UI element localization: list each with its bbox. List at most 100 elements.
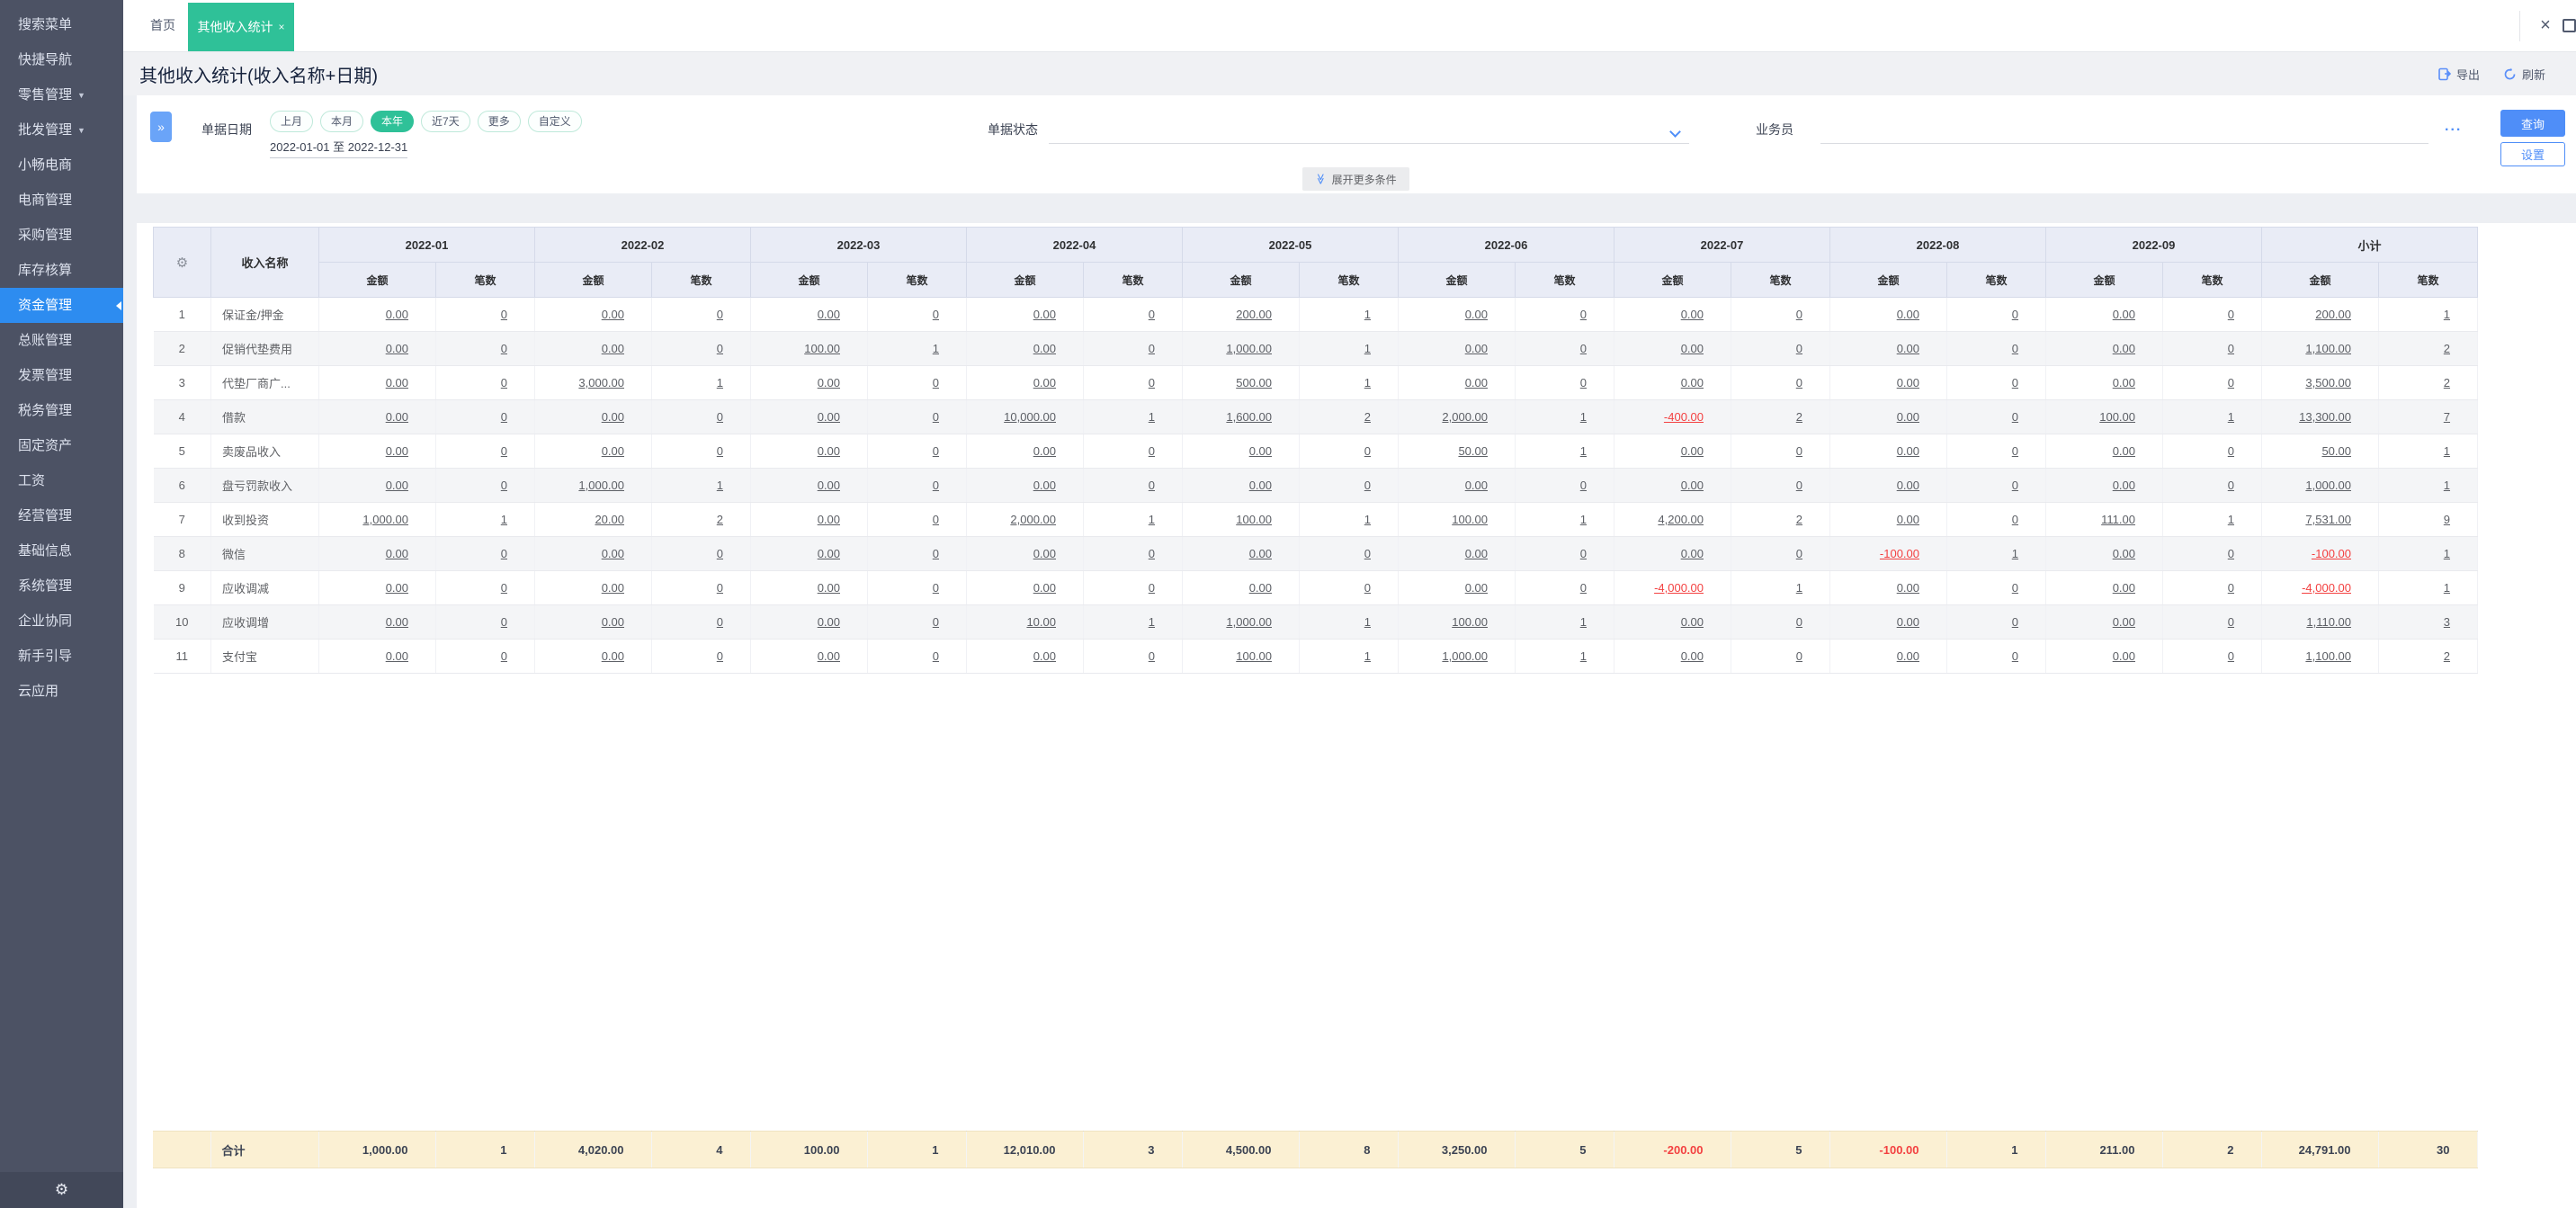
value-link[interactable]: 0 (2227, 649, 2234, 663)
value-link[interactable]: 0.00 (817, 307, 840, 321)
value-link[interactable]: 1 (2227, 409, 2234, 424)
value-link[interactable]: 0 (500, 307, 507, 321)
value-link[interactable]: 2 (1795, 409, 1802, 424)
value-link[interactable]: 0 (1579, 307, 1587, 321)
value-link[interactable]: 0 (2227, 307, 2234, 321)
value-link[interactable]: 0.00 (1680, 614, 1704, 629)
sidebar-settings-button[interactable]: ⚙ (0, 1172, 123, 1208)
value-link[interactable]: 0 (932, 443, 939, 458)
value-link[interactable]: 50.00 (2321, 443, 2351, 458)
value-link[interactable]: 0 (2227, 375, 2234, 389)
date-pill-近7天[interactable]: 近7天 (421, 111, 470, 132)
value-link[interactable]: 0 (500, 649, 507, 663)
value-link[interactable]: 0 (1579, 478, 1587, 492)
value-link[interactable]: 0.00 (1464, 375, 1488, 389)
value-link[interactable]: 0.00 (1680, 341, 1704, 355)
value-link[interactable]: 0 (1579, 341, 1587, 355)
value-link[interactable]: 0.00 (2112, 478, 2135, 492)
value-link[interactable]: 0.00 (1033, 546, 1056, 560)
value-link[interactable]: 1,100.00 (2305, 649, 2351, 663)
value-link[interactable]: 100.00 (2099, 409, 2135, 424)
value-link[interactable]: 1,000.00 (1442, 649, 1488, 663)
expand-more-conditions-button[interactable]: ≫ 展开更多条件 (1302, 167, 1409, 191)
value-link[interactable]: 0 (2011, 307, 2018, 321)
value-link[interactable]: 0 (932, 546, 939, 560)
value-link[interactable]: 1 (1364, 512, 1371, 526)
value-link[interactable]: 0.00 (601, 580, 624, 595)
value-link[interactable]: 0 (500, 580, 507, 595)
value-link[interactable]: 0.00 (2112, 443, 2135, 458)
value-link[interactable]: 0.00 (1033, 443, 1056, 458)
value-link[interactable]: -400.00 (1663, 409, 1704, 424)
value-link[interactable]: 0.00 (385, 614, 408, 629)
value-link[interactable]: 0.00 (817, 614, 840, 629)
value-link[interactable]: 0 (1579, 375, 1587, 389)
value-link[interactable]: 0.00 (1248, 478, 1272, 492)
value-link[interactable]: 0 (1148, 649, 1155, 663)
value-link[interactable]: 1 (1364, 649, 1371, 663)
value-link[interactable]: 0 (716, 580, 723, 595)
value-link[interactable]: 1 (1579, 409, 1587, 424)
value-link[interactable]: 0 (2227, 614, 2234, 629)
sidebar-item-库存核算[interactable]: 库存核算 (0, 253, 123, 288)
value-link[interactable]: 0 (1795, 443, 1802, 458)
value-link[interactable]: 0 (1148, 341, 1155, 355)
value-link[interactable]: 0.00 (1896, 649, 1919, 663)
value-link[interactable]: 0.00 (817, 443, 840, 458)
query-button[interactable]: 查询 (2500, 110, 2565, 137)
value-link[interactable]: 1 (1579, 649, 1587, 663)
value-link[interactable]: 0 (932, 307, 939, 321)
sidebar-item-批发管理[interactable]: 批发管理 ▼ (0, 112, 123, 148)
value-link[interactable]: 1 (2443, 546, 2451, 560)
value-link[interactable]: 1 (2227, 512, 2234, 526)
value-link[interactable]: 0.00 (385, 341, 408, 355)
value-link[interactable]: 0 (716, 307, 723, 321)
value-link[interactable]: 1 (1364, 341, 1371, 355)
value-link[interactable]: 0 (500, 478, 507, 492)
value-link[interactable]: 0.00 (1464, 478, 1488, 492)
value-link[interactable]: 0 (2011, 614, 2018, 629)
sidebar-item-发票管理[interactable]: 发票管理 (0, 358, 123, 393)
sidebar-item-采购管理[interactable]: 采购管理 (0, 218, 123, 253)
value-link[interactable]: 0 (2011, 375, 2018, 389)
value-link[interactable]: 0.00 (1248, 443, 1272, 458)
value-link[interactable]: 200.00 (2315, 307, 2351, 321)
date-pill-自定义[interactable]: 自定义 (527, 111, 582, 132)
value-link[interactable]: 100.00 (1236, 649, 1272, 663)
value-link[interactable]: 0.00 (2112, 341, 2135, 355)
value-link[interactable]: 2 (2443, 375, 2451, 389)
value-link[interactable]: 0.00 (817, 409, 840, 424)
sidebar-item-电商管理[interactable]: 电商管理 (0, 183, 123, 218)
value-link[interactable]: 1,000.00 (1226, 614, 1272, 629)
value-link[interactable]: 1 (2011, 546, 2018, 560)
value-link[interactable]: -4,000.00 (2302, 580, 2351, 595)
value-link[interactable]: 0 (1148, 375, 1155, 389)
value-link[interactable]: 0 (716, 409, 723, 424)
value-link[interactable]: 4,200.00 (1658, 512, 1704, 526)
value-link[interactable]: 0.00 (385, 307, 408, 321)
value-link[interactable]: 100.00 (1452, 614, 1488, 629)
value-link[interactable]: 0.00 (1033, 375, 1056, 389)
sidebar-item-固定资产[interactable]: 固定资产 (0, 428, 123, 463)
date-pill-更多[interactable]: 更多 (477, 111, 521, 132)
value-link[interactable]: 0.00 (2112, 307, 2135, 321)
value-link[interactable]: 0 (2011, 478, 2018, 492)
date-range-input[interactable]: 2022-01-01 至 2022-12-31 (270, 138, 408, 158)
value-link[interactable]: 0.00 (385, 443, 408, 458)
value-link[interactable]: 50.00 (1458, 443, 1488, 458)
value-link[interactable]: 0.00 (1033, 649, 1056, 663)
value-link[interactable]: 1 (2443, 580, 2451, 595)
date-end[interactable]: 2022-12-31 (347, 140, 408, 154)
sidebar-item-系统管理[interactable]: 系统管理 (0, 568, 123, 604)
value-link[interactable]: 0 (932, 512, 939, 526)
value-link[interactable]: -4,000.00 (1654, 580, 1704, 595)
value-link[interactable]: 1 (716, 478, 723, 492)
sidebar-item-搜索菜单[interactable]: 搜索菜单 (0, 7, 123, 42)
value-link[interactable]: 1,100.00 (2305, 341, 2351, 355)
value-link[interactable]: 0.00 (1680, 375, 1704, 389)
value-link[interactable]: 0.00 (1464, 341, 1488, 355)
value-link[interactable]: 0.00 (601, 307, 624, 321)
value-link[interactable]: 0.00 (1896, 409, 1919, 424)
value-link[interactable]: 0.00 (2112, 580, 2135, 595)
tab-close-icon[interactable]: × (278, 21, 285, 33)
